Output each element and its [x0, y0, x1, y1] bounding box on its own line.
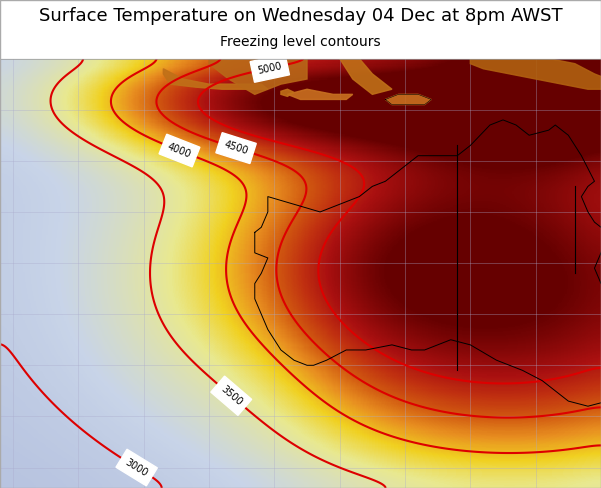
- Text: Surface Temperature on Wednesday 04 Dec at 8pm AWST: Surface Temperature on Wednesday 04 Dec …: [38, 7, 563, 25]
- Text: 3000: 3000: [124, 457, 150, 478]
- Polygon shape: [209, 59, 307, 94]
- Text: 3500: 3500: [219, 384, 244, 407]
- Text: 5000: 5000: [257, 61, 283, 76]
- Text: Freezing level contours: Freezing level contours: [220, 35, 381, 49]
- Polygon shape: [287, 89, 353, 100]
- Polygon shape: [471, 59, 601, 89]
- Polygon shape: [163, 69, 268, 89]
- Polygon shape: [281, 89, 294, 97]
- Text: 4500: 4500: [223, 140, 249, 157]
- Polygon shape: [385, 94, 431, 104]
- Polygon shape: [340, 59, 392, 94]
- Text: 4000: 4000: [166, 142, 193, 160]
